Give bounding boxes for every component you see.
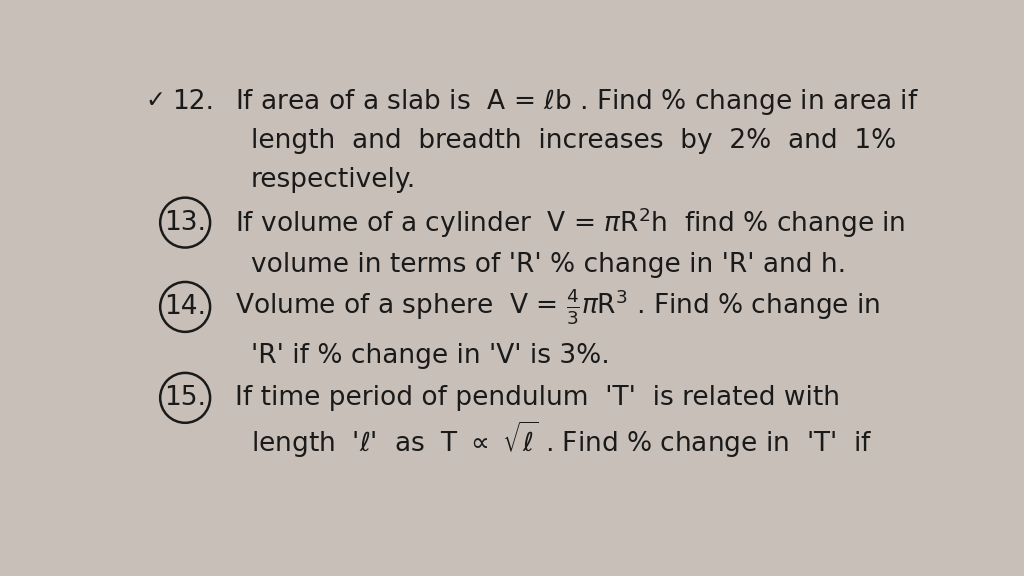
Text: ✓: ✓	[145, 88, 165, 112]
Text: 'R' if % change in 'V' is 3%.: 'R' if % change in 'V' is 3%.	[251, 343, 609, 369]
Text: respectively.: respectively.	[251, 168, 417, 194]
Text: 15.: 15.	[164, 385, 206, 411]
Text: If area of a slab is  A = $\ell$b . Find % change in area if: If area of a slab is A = $\ell$b . Find …	[236, 88, 920, 118]
Text: 14.: 14.	[164, 294, 206, 320]
Text: length  '$\ell$'  as  T $\propto$ $\sqrt{\ell}$ . Find % change in  'T'  if: length '$\ell$' as T $\propto$ $\sqrt{\e…	[251, 420, 872, 460]
Text: If volume of a cylinder  V = $\pi$R$^2$h  find % change in: If volume of a cylinder V = $\pi$R$^2$h …	[236, 206, 905, 240]
Text: volume in terms of 'R' % change in 'R' and h.: volume in terms of 'R' % change in 'R' a…	[251, 252, 846, 278]
Text: Volume of a sphere  V = $\frac{4}{3}\pi$R$^3$ . Find % change in: Volume of a sphere V = $\frac{4}{3}\pi$R…	[236, 287, 881, 327]
Text: 12.: 12.	[172, 89, 214, 115]
Text: 13.: 13.	[164, 210, 206, 236]
Text: If time period of pendulum  'T'  is related with: If time period of pendulum 'T' is relate…	[236, 385, 840, 411]
Text: length  and  breadth  increases  by  2%  and  1%: length and breadth increases by 2% and 1…	[251, 128, 896, 154]
